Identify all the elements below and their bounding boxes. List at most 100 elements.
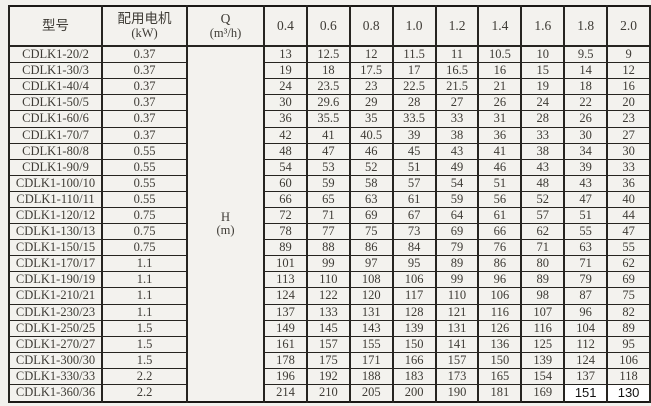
head-value-cell: 150 (391, 335, 437, 353)
head-value-cell: 49 (434, 158, 480, 176)
head-value-cell: 48 (263, 142, 308, 160)
motor-kw-cell: 0.55 (101, 190, 188, 209)
head-value-cell: 214 (263, 384, 308, 403)
head-value-cell: 97 (348, 255, 394, 273)
col-header-flow-rate: 2.0 (606, 5, 651, 47)
head-value-cell: 124 (263, 287, 308, 305)
head-value-cell: 52 (348, 158, 394, 176)
head-value-cell: 27 (434, 94, 480, 112)
head-value-cell: 178 (263, 351, 308, 369)
head-value-cell: 75 (606, 287, 651, 305)
motor-label: 配用电机 (117, 11, 172, 27)
head-value-cell: 60 (263, 174, 308, 192)
col-header-motor: 配用电机 (kW) (101, 5, 188, 47)
head-value-cell: 34 (563, 142, 609, 160)
head-unit: (m) (216, 223, 235, 237)
head-value-cell: 157 (434, 351, 480, 369)
head-value-cell: 28 (391, 94, 437, 112)
head-value-cell: 63 (563, 239, 609, 257)
head-value-cell: 59 (305, 174, 351, 192)
motor-kw-cell: 0.55 (101, 174, 188, 192)
head-value-cell: 133 (305, 303, 351, 321)
col-header-flow-rate: 0.8 (348, 5, 394, 47)
head-value-cell: 131 (348, 303, 394, 321)
motor-kw-cell: 1.1 (101, 303, 188, 321)
head-value-cell: 39 (563, 158, 609, 176)
model-cell: CDLK1-170/17 (8, 255, 103, 273)
head-value-cell: 86 (477, 255, 523, 273)
head-value-cell: 46 (477, 158, 523, 176)
model-cell: CDLK1-190/19 (8, 271, 103, 289)
motor-kw-cell: 0.55 (101, 158, 188, 176)
head-value-cell: 29 (348, 94, 394, 112)
head-value-cell: 173 (434, 367, 480, 386)
motor-kw-cell: 1.5 (101, 335, 188, 353)
col-header-flow-rate: 1.8 (563, 5, 609, 47)
head-value-cell: 10.5 (477, 45, 523, 64)
head-value-cell: 21.5 (434, 78, 480, 96)
head-value-cell: 151 (563, 384, 609, 403)
head-value-cell: 89 (606, 319, 651, 337)
col-header-flow-rate: 0.6 (305, 5, 351, 47)
motor-kw-cell: 0.37 (101, 45, 188, 64)
head-value-cell: 66 (477, 223, 523, 241)
head-value-cell: 64 (434, 207, 480, 225)
head-value-cell: 155 (348, 335, 394, 353)
head-value-cell: 157 (305, 335, 351, 353)
head-value-cell: 71 (563, 255, 609, 273)
col-header-model: 型号 (8, 5, 103, 47)
table-row: CDLK1-70/7 0.37 42 41 40.5 39 38 36 33 30 27 (8, 126, 651, 144)
head-value-cell: 43 (520, 158, 566, 176)
head-value-cell: 13 (263, 45, 308, 64)
col-header-flow-rate: 1.4 (477, 5, 523, 47)
head-value-cell: 79 (563, 271, 609, 289)
head-value-cell: 18 (305, 62, 351, 80)
head-value-cell: 61 (391, 190, 437, 209)
motor-kw-cell: 1.1 (101, 255, 188, 273)
head-value-cell: 24 (520, 94, 566, 112)
head-value-cell: 45 (391, 142, 437, 160)
head-value-cell: 39 (391, 126, 437, 144)
head-value-cell: 150 (477, 351, 523, 369)
table-row: CDLK1-250/25 1.5 149 145 143 139 131 126 116 104 8… (8, 319, 651, 337)
head-value-cell: 106 (477, 287, 523, 305)
head-value-cell: 80 (520, 255, 566, 273)
head-value-cell: 121 (434, 303, 480, 321)
head-value-cell: 40.5 (348, 126, 394, 144)
head-value-cell: 106 (391, 271, 437, 289)
col-header-flow-rate: 0.4 (263, 5, 308, 47)
motor-kw-cell: 0.37 (101, 126, 188, 144)
motor-kw-cell: 2.2 (101, 367, 188, 386)
head-value-cell: 55 (606, 239, 651, 257)
table-row: CDLK1-20/2 0.37 H (m) 13 12.5 12 11.5 11 10.5 10 9.… (8, 45, 651, 403)
head-value-cell: 28 (520, 110, 566, 128)
head-value-cell: 89 (520, 271, 566, 289)
head-value-cell: 73 (391, 223, 437, 241)
head-value-cell: 118 (606, 367, 651, 386)
table-row: CDLK1-50/5 0.37 30 29.6 29 28 27 26 24 22 20 (8, 94, 651, 112)
head-value-cell: 161 (263, 335, 308, 353)
head-value-cell: 16.5 (434, 62, 480, 80)
head-value-cell: 143 (348, 319, 394, 337)
head-value-cell: 38 (520, 142, 566, 160)
motor-kw-cell: 0.55 (101, 142, 188, 160)
head-value-cell: 78 (263, 223, 308, 241)
motor-kw-cell: 1.5 (101, 319, 188, 337)
model-cell: CDLK1-330/33 (8, 367, 103, 386)
motor-kw-cell: 1.1 (101, 287, 188, 305)
head-value-cell: 59 (434, 190, 480, 209)
head-value-cell: 41 (477, 142, 523, 160)
table-row: CDLK1-100/10 0.55 60 59 58 57 54 51 48 43 36 (8, 174, 651, 192)
table-row: CDLK1-120/12 0.75 72 71 69 67 64 61 57 51 44 (8, 207, 651, 225)
table-row: CDLK1-300/30 1.5 178 175 171 166 157 150 139 124 1… (8, 351, 651, 369)
head-value-cell: 65 (305, 190, 351, 209)
head-value-cell: 36 (477, 126, 523, 144)
table-body: CDLK1-20/2 0.37 H (m) 13 12.5 12 11.5 11 10.5 10 9.… (8, 45, 651, 403)
head-value-cell: 12.5 (305, 45, 351, 64)
head-value-cell: 75 (348, 223, 394, 241)
head-value-cell: 16 (606, 78, 651, 96)
head-value-cell: 131 (434, 319, 480, 337)
head-value-cell: 33 (606, 158, 651, 176)
head-value-cell: 58 (348, 174, 394, 192)
head-value-cell: 149 (263, 319, 308, 337)
